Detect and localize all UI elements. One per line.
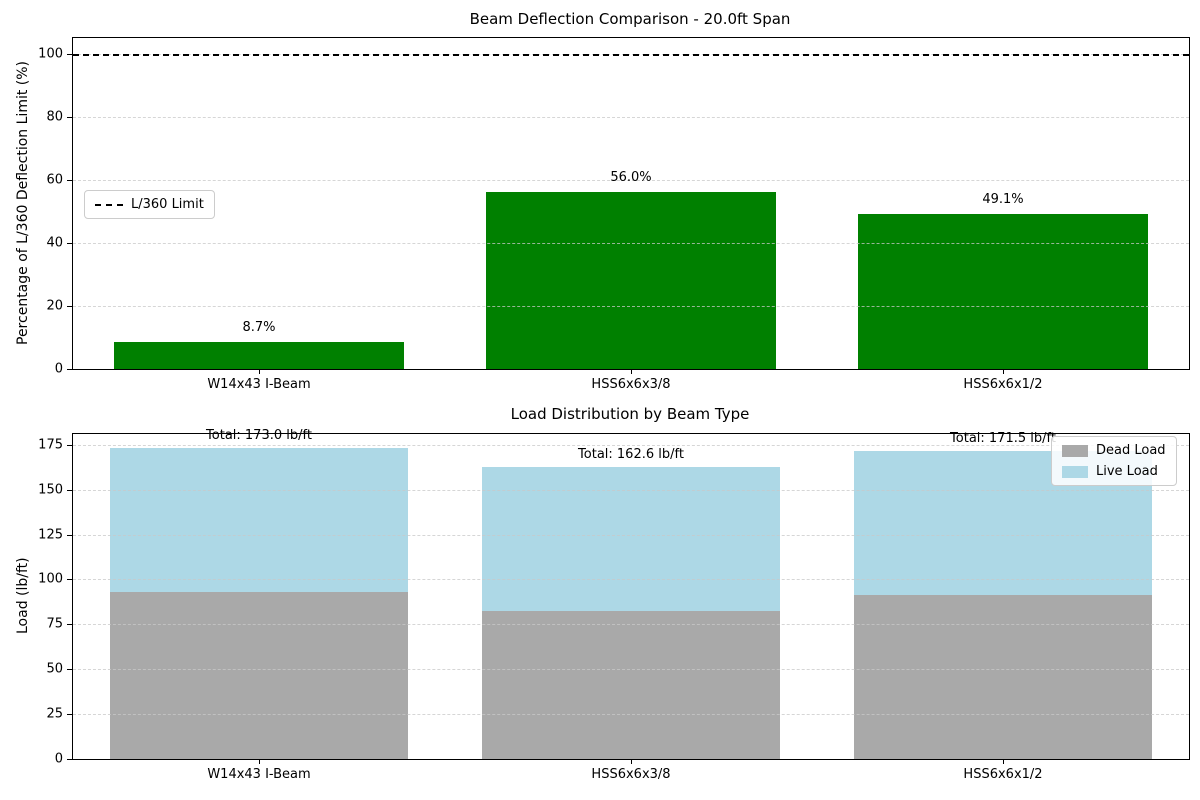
x-tick-label: HSS6x6x3/8	[591, 767, 671, 782]
y-tick-label: 175	[38, 437, 63, 453]
x-tick-label: HSS6x6x1/2	[963, 767, 1043, 782]
l360-limit-legend: L/360 Limit	[84, 190, 215, 219]
x-tick-label: W14x43 I-Beam	[207, 767, 311, 782]
y-tick-mark	[67, 759, 72, 760]
total-label: Total: 171.5 lb/ft	[950, 431, 1056, 447]
legend-label-dead-load: Dead Load	[1096, 443, 1166, 458]
y-tick-label: 50	[46, 661, 63, 677]
legend-row-live-load: Live Load	[1062, 464, 1166, 479]
load-distribution-chart: Load Distribution by Beam Type Load (lb/…	[0, 400, 1200, 800]
gridline	[73, 534, 1189, 536]
y-tick-mark	[67, 444, 72, 446]
live-load-bar-segment	[482, 467, 780, 611]
y-tick-label: 100	[38, 46, 63, 62]
y-tick-mark	[67, 624, 72, 626]
y-tick-mark	[67, 179, 72, 181]
load-legend: Dead Load Live Load	[1051, 436, 1177, 486]
dead-load-bar-segment	[482, 610, 780, 759]
gridline	[73, 489, 1189, 491]
x-tick-label: W14x43 I-Beam	[207, 377, 311, 392]
y-tick-mark	[67, 579, 72, 581]
dashed-line-sample-icon	[95, 203, 123, 206]
y-tick-label: 40	[46, 235, 63, 251]
deflection-chart-title: Beam Deflection Comparison - 20.0ft Span	[469, 10, 791, 28]
bar-value-label: 56.0%	[610, 170, 652, 186]
y-tick-mark	[67, 369, 72, 370]
x-tick-mark	[259, 759, 260, 764]
x-tick-mark	[631, 369, 632, 374]
total-label: Total: 162.6 lb/ft	[578, 447, 684, 463]
gridline	[73, 579, 1189, 581]
live-load-bar-segment	[110, 448, 408, 593]
legend-label-live-load: Live Load	[1096, 464, 1158, 479]
x-tick-mark	[1003, 369, 1004, 374]
y-tick-label: 60	[46, 172, 63, 188]
gridline	[73, 624, 1189, 626]
deflection-chart: Beam Deflection Comparison - 20.0ft Span…	[15, 10, 1190, 392]
deflection-plot-area: 8.7% W14x43 I-Beam 56.0% HSS6x6x3/8 49.1% HSS…	[38, 37, 1190, 392]
dead-load-bar-segment	[854, 594, 1152, 759]
y-tick-label: 125	[38, 527, 63, 543]
y-tick-mark	[67, 116, 72, 118]
gridline	[73, 305, 1189, 307]
gridline	[73, 669, 1189, 671]
x-tick-label: HSS6x6x1/2	[963, 377, 1043, 392]
y-tick-label: 25	[46, 706, 63, 722]
dead-load-swatch-icon	[1062, 444, 1088, 457]
y-tick-label: 80	[46, 109, 63, 125]
gridline	[73, 242, 1189, 244]
dead-load-bar-segment	[110, 592, 408, 759]
deflection-bar	[485, 192, 777, 369]
total-label: Total: 173.0 lb/ft	[206, 428, 312, 444]
bar-value-label: 49.1%	[982, 192, 1024, 208]
gridline	[73, 444, 1189, 446]
y-tick-label: 75	[46, 616, 63, 632]
y-tick-mark	[67, 534, 72, 536]
gridline	[73, 714, 1189, 716]
y-tick-mark	[67, 669, 72, 671]
l360-limit-line	[73, 53, 1189, 56]
y-tick-label: 20	[46, 298, 63, 314]
deflection-bar	[113, 341, 405, 369]
live-load-swatch-icon	[1062, 465, 1088, 478]
y-tick-mark	[67, 242, 72, 244]
y-tick-mark	[67, 53, 72, 55]
x-tick-mark	[259, 369, 260, 374]
gridline	[73, 116, 1189, 118]
deflection-bar	[857, 214, 1149, 369]
load-chart-title: Load Distribution by Beam Type	[510, 405, 750, 423]
y-tick-label: 150	[38, 482, 63, 498]
legend-label: L/360 Limit	[131, 197, 204, 212]
deflection-y-axis-label: Percentage of L/360 Deflection Limit (%)	[15, 60, 31, 345]
gridline	[73, 179, 1189, 181]
y-tick-label: 0	[54, 751, 63, 767]
load-plot-area: Total: 173.0 lb/ft W14x43 I-Beam Total: 16…	[38, 428, 1190, 782]
x-tick-mark	[631, 759, 632, 764]
y-tick-mark	[67, 305, 72, 307]
y-tick-mark	[67, 489, 72, 491]
legend-row-dead-load: Dead Load	[1062, 443, 1166, 458]
x-tick-mark	[1003, 759, 1004, 764]
y-tick-label: 0	[54, 361, 63, 377]
y-tick-mark	[67, 714, 72, 716]
legend-row: L/360 Limit	[95, 197, 204, 212]
bar-value-label: 8.7%	[242, 319, 276, 335]
y-tick-label: 100	[38, 571, 63, 587]
x-tick-label: HSS6x6x3/8	[591, 377, 671, 392]
